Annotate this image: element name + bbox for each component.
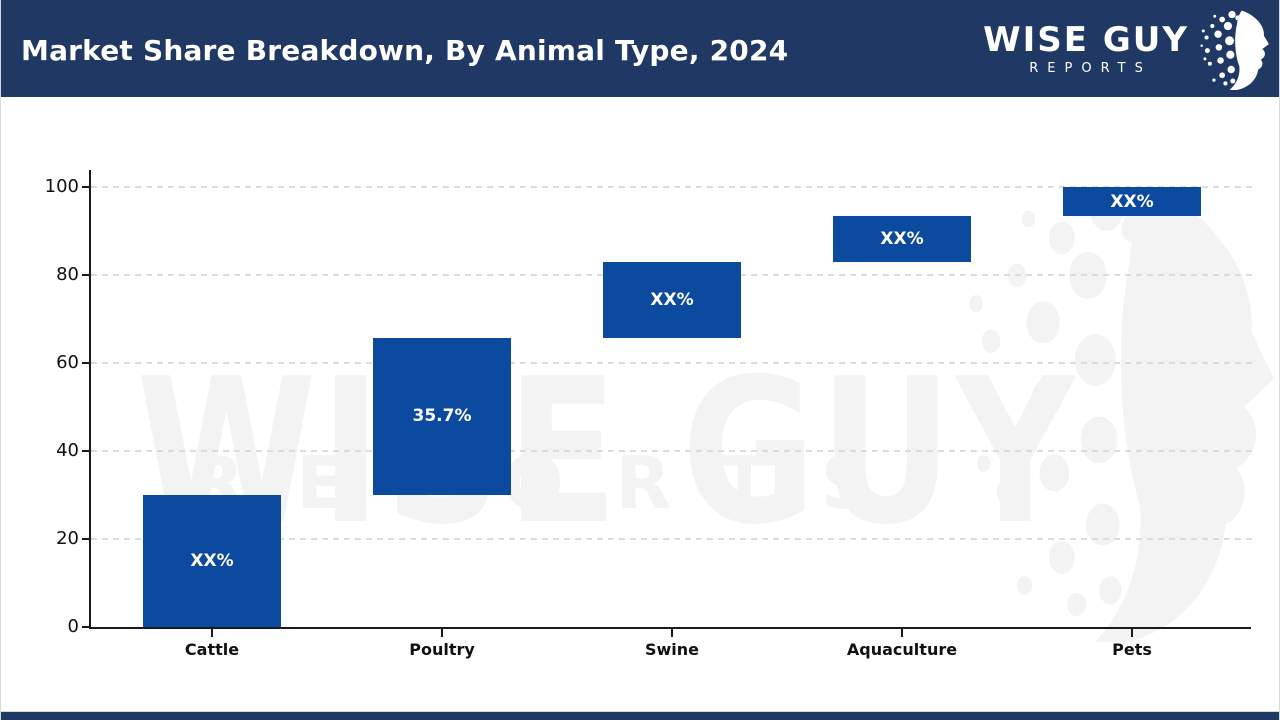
bar-cattle: XX% [143, 495, 281, 627]
bar-value-label: XX% [650, 289, 694, 310]
x-axis-line [89, 627, 1251, 629]
footer-bar [1, 712, 1279, 720]
y-tick-label: 40 [56, 440, 79, 461]
bar-value-label: XX% [190, 551, 234, 571]
y-tick-mark [82, 538, 91, 540]
gridline-100 [91, 186, 1256, 188]
y-tick-label: 0 [67, 616, 79, 637]
x-category-label-pets: Pets [1112, 640, 1152, 659]
gridline-60 [91, 362, 1256, 364]
logo-wiseguy-label: WISE GUY [983, 19, 1189, 60]
x-tick-mark [671, 629, 673, 637]
x-tick-mark [1131, 629, 1133, 637]
gridline-20 [91, 538, 1256, 540]
x-tick-mark [901, 629, 903, 637]
logo-text: WISE GUY REPORTS [983, 23, 1189, 76]
x-category-label-cattle: Cattle [184, 640, 240, 659]
gridline-40 [91, 450, 1256, 452]
bar-value-label: XX% [880, 228, 924, 249]
footer-separator-line [1, 711, 1279, 712]
x-category-label-swine: Swine [644, 640, 700, 659]
y-tick-mark [82, 186, 91, 188]
x-category-label-poultry: Poultry [409, 640, 475, 659]
y-tick-label: 100 [44, 176, 79, 197]
x-category-label-aquaculture: Aquaculture [846, 640, 958, 659]
bar-aquaculture: XX% [833, 216, 971, 262]
y-tick-mark [82, 274, 91, 276]
y-tick-label: 60 [56, 352, 79, 373]
bar-value-label: XX% [1110, 191, 1154, 212]
x-tick-mark [441, 629, 443, 637]
bar-poultry: 35.7% [373, 337, 511, 495]
y-tick-mark [82, 362, 91, 364]
wiseguy-logo: WISE GUY REPORTS [983, 8, 1269, 90]
y-tick-mark [82, 626, 91, 628]
header-bar: Market Share Breakdown, By Animal Type, … [1, 0, 1279, 97]
chart-title: Market Share Breakdown, By Animal Type, … [21, 33, 789, 67]
bar-value-label: 35.7% [412, 406, 472, 427]
bar-swine: XX% [603, 261, 741, 338]
bar-pets: XX% [1063, 187, 1201, 217]
y-axis-line [89, 170, 91, 629]
y-tick-label: 80 [56, 264, 79, 285]
logo-reports-label: REPORTS [1029, 60, 1152, 76]
logo-dotted-head-icon [1200, 10, 1269, 90]
y-tick-mark [82, 450, 91, 452]
x-tick-mark [211, 629, 213, 637]
y-tick-label: 20 [56, 528, 79, 549]
